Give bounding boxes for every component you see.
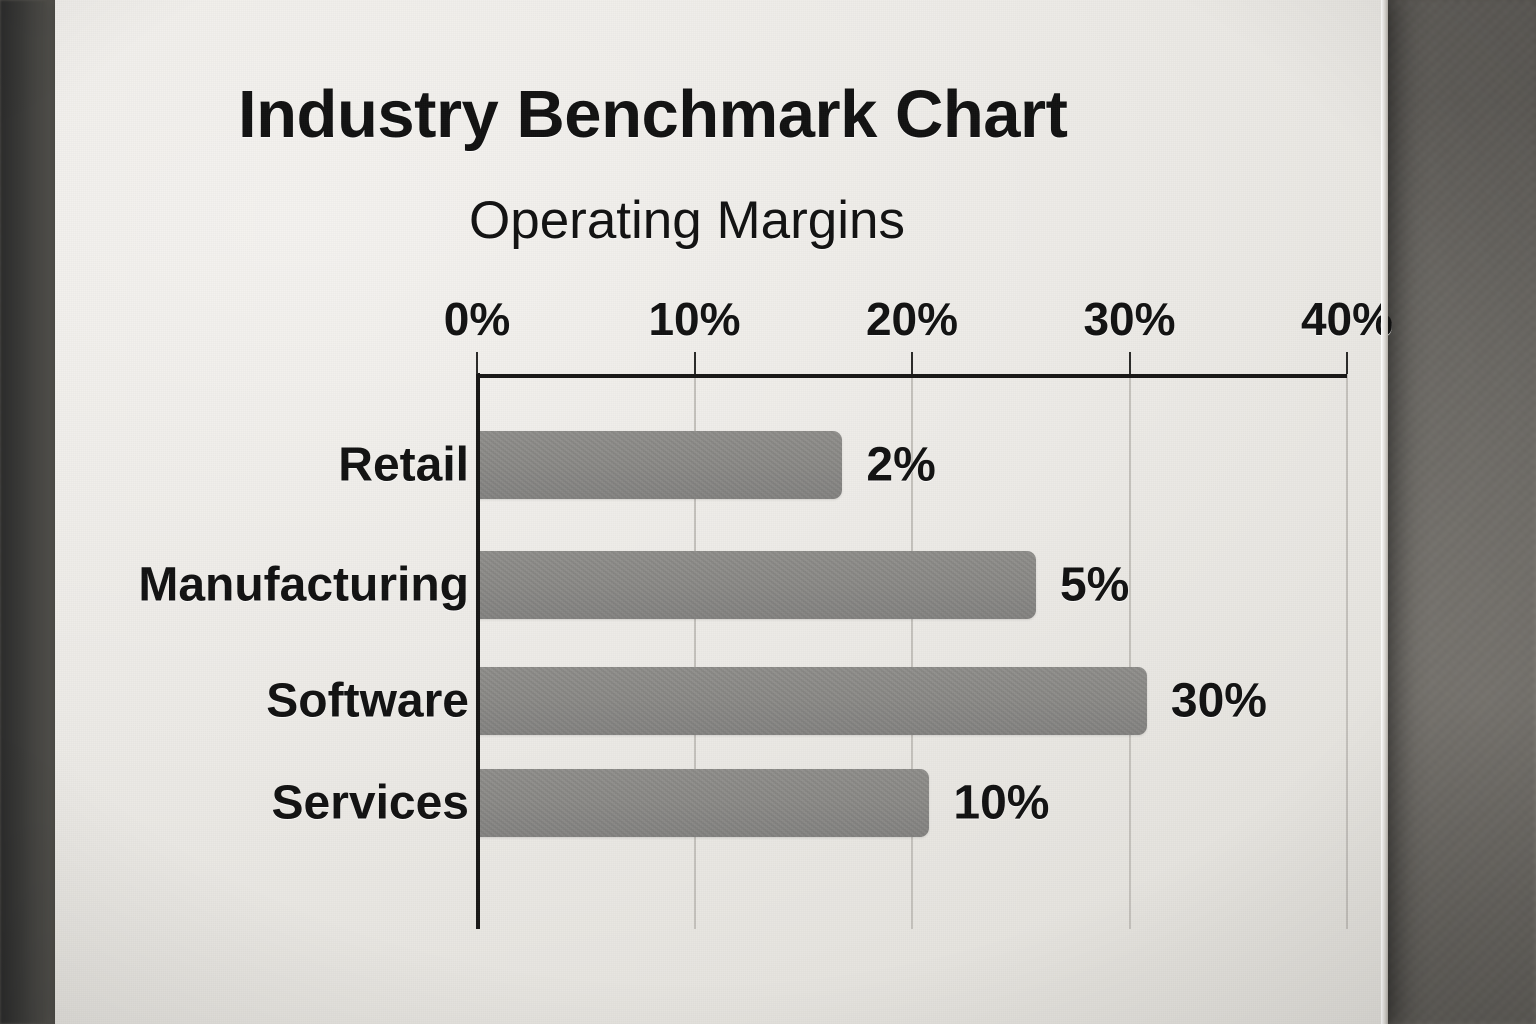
page-right-edge: [1381, 0, 1388, 1024]
printed-chart-page: Industry Benchmark Chart Operating Margi…: [55, 0, 1393, 1024]
category-label-retail: Retail: [338, 438, 469, 492]
x-tick-10%: [693, 352, 696, 374]
bar-software: [477, 667, 1147, 735]
value-label-services: 10%: [953, 776, 1050, 830]
x-tick-0%: [476, 352, 478, 374]
plot-area: 0% 10% 20% 30% 40% Retail Manufacturing Softwa…: [138, 293, 1393, 929]
x-tick-label: 20%: [865, 293, 959, 345]
chart-subtitle: Operating Margins: [469, 191, 905, 250]
value-label-manufacturing: 5%: [1059, 558, 1130, 612]
gridline-40%: [1346, 374, 1348, 929]
x-tick-label: 10%: [648, 293, 741, 345]
x-tick-label: 40%: [1300, 293, 1394, 345]
gridline-10%: [693, 374, 696, 929]
value-label-retail: 2%: [866, 438, 936, 492]
y-axis-line: [476, 373, 480, 929]
gridline-30%: [1128, 374, 1131, 929]
value-label-software: 30%: [1170, 674, 1267, 728]
bar-manufacturing: [477, 551, 1036, 619]
category-label-manufacturing: Manufacturing: [138, 558, 469, 612]
x-tick-label: 30%: [1083, 293, 1176, 345]
category-label-software: Software: [266, 674, 469, 728]
gridline-20%: [911, 374, 913, 929]
bar-services: [477, 769, 930, 837]
bar-chart: Industry Benchmark Chart Operating Margi…: [55, 0, 1393, 1024]
chart-title: Industry Benchmark Chart: [238, 77, 1068, 152]
x-tick-30%: [1128, 352, 1131, 374]
x-tick-label: 0%: [443, 293, 511, 345]
x-axis-line: [477, 374, 1347, 378]
left-edge-shadow-band: [0, 0, 56, 1024]
category-label-services: Services: [271, 776, 469, 830]
bar-retail: [477, 431, 843, 499]
x-tick-40%: [1346, 352, 1348, 374]
x-tick-20%: [911, 352, 913, 374]
